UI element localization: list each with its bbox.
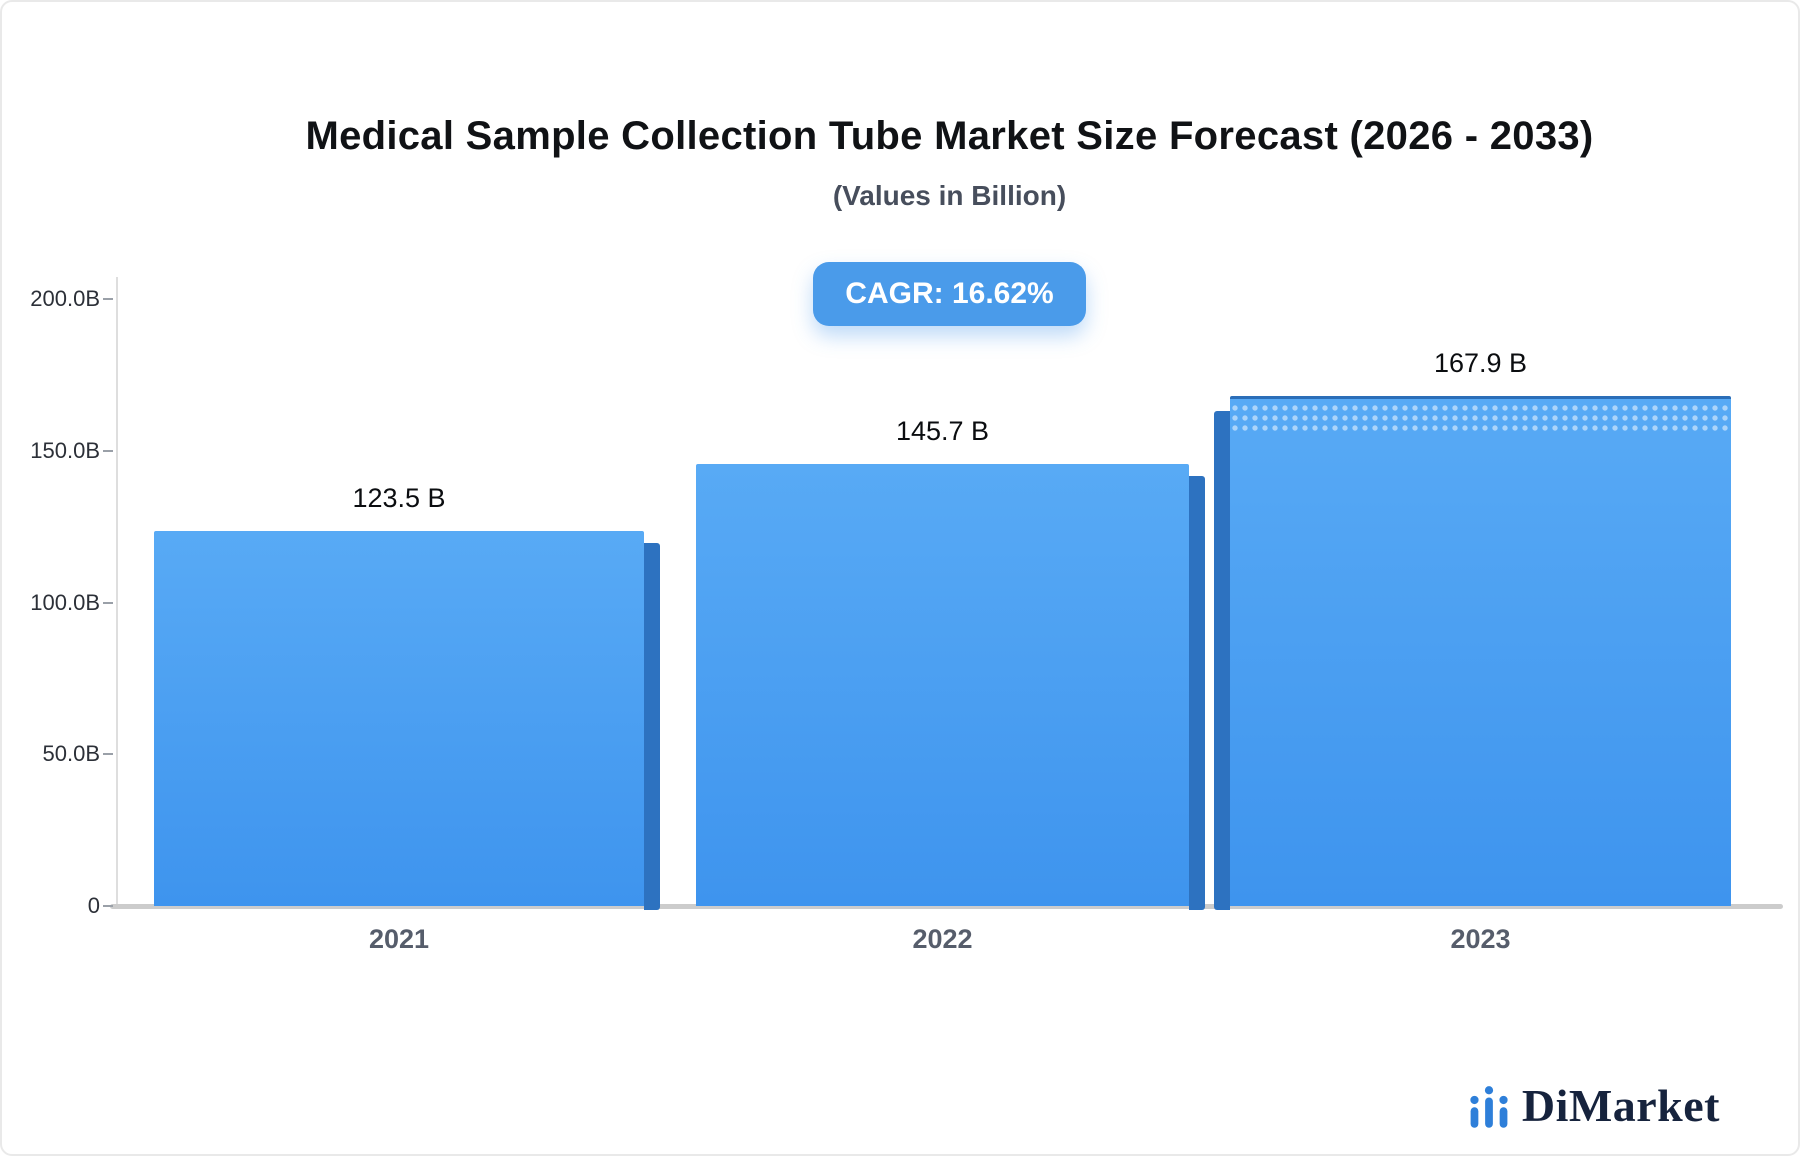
bar-chart-icon [1468, 1083, 1510, 1129]
brand-logo: DiMarket [1468, 1079, 1720, 1132]
y-axis-tick-mark [103, 753, 113, 756]
plot-area: 123.5 B 2021 145.7 B 2022 167.9 B 2023 0 50.0B 1… [30, 277, 1783, 954]
y-axis-tick-mark [103, 298, 113, 300]
x-axis-baseline [110, 904, 1783, 909]
y-axis-tick-mark [103, 449, 113, 452]
bar-3d-edge [1189, 475, 1205, 910]
chart-title: Medical Sample Collection Tube Market Si… [305, 114, 1594, 158]
bar-value-label: 123.5 B [352, 483, 446, 514]
chart-subtitle: (Values in Billion) [832, 180, 1067, 211]
x-axis-label-2023: 2023 [1450, 924, 1511, 954]
cagr-badge: CAGR: 16.62% [813, 262, 1086, 326]
bar-2023[interactable] [1214, 396, 1731, 910]
x-axis-label-2021: 2021 [368, 924, 430, 954]
y-axis-tick-mark [103, 905, 113, 907]
bar-3d-edge [644, 543, 660, 910]
y-axis-tick-label: 100.0B [30, 589, 100, 615]
cagr-badge-row: CAGR: 16.62% [116, 262, 1783, 326]
y-axis-tick-mark [103, 601, 113, 604]
bar-value-label: 145.7 B [895, 415, 990, 446]
bar-2021[interactable] [154, 531, 660, 910]
y-axis-tick-label: 200.0B [30, 286, 100, 311]
y-axis-tick-label: 0 [87, 893, 100, 918]
bar-value-label: 167.9 B [1433, 348, 1528, 379]
bar-dot-texture [1230, 403, 1731, 436]
y-axis-tick-label: 150.0B [30, 437, 100, 463]
brand-logo-text: DiMarket [1521, 1080, 1720, 1131]
bar-3d-edge [1214, 411, 1230, 910]
bar-2022[interactable] [696, 463, 1205, 910]
y-axis-tick-label: 50.0B [42, 741, 101, 767]
y-axis-line [116, 277, 118, 906]
x-axis-label-2022: 2022 [912, 924, 973, 954]
